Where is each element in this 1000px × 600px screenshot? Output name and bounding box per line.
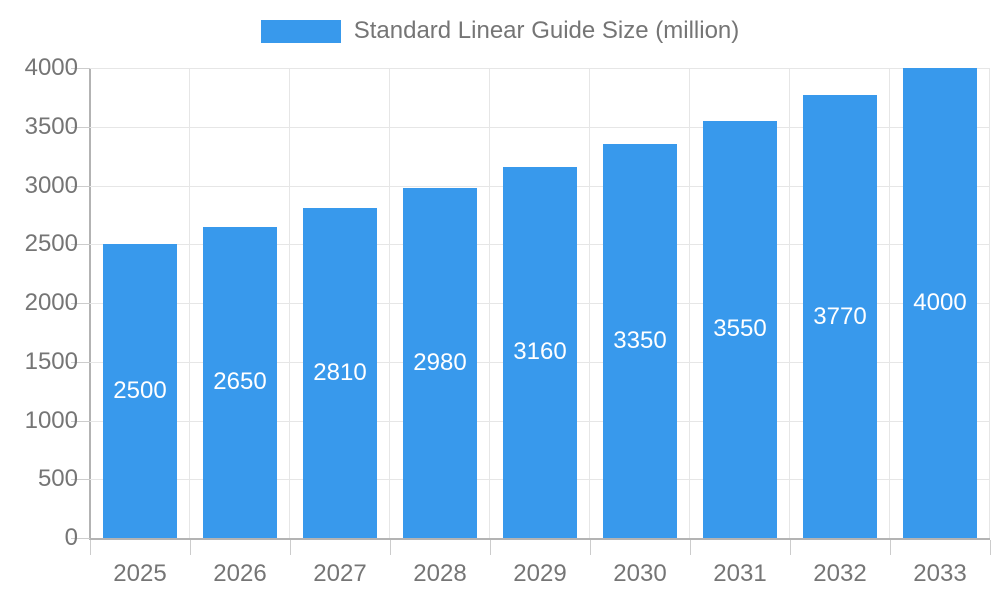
x-tick [190,540,191,555]
bar-value-label: 2980 [413,348,467,376]
legend-swatch-icon [260,19,341,43]
y-axis-tick-label: 4000 [24,54,78,81]
bar-2025: 2500 [103,244,177,538]
x-axis-tick-label: 2030 [613,560,667,587]
bar-value-label: 2650 [213,368,267,396]
legend: Standard Linear Guide Size (million) [0,18,1000,44]
x-tick [590,540,591,555]
y-tick [71,68,90,69]
y-tick [71,126,90,128]
bar-value-label: 3350 [613,327,667,355]
y-tick [71,185,90,187]
y-axis-tick-label: 0 [64,524,78,551]
x-axis-tick-label: 2028 [413,560,467,587]
x-axis-tick-label: 2026 [213,560,267,587]
y-axis-tick-label: 2500 [24,230,78,258]
y-gridline [90,126,990,128]
x-axis-tick-label: 2033 [913,560,967,587]
y-axis-tick-label: 3000 [24,171,78,199]
bar-2031: 3550 [703,120,777,538]
y-tick [71,244,90,246]
bar-2026: 2650 [203,226,277,538]
legend-label: Standard Linear Guide Size (million) [353,17,740,44]
x-tick [990,540,991,555]
y-tick [71,361,90,363]
y-axis-tick-label: 1000 [24,406,78,434]
x-gridline [689,68,690,538]
x-tick [790,540,791,555]
x-tick [90,540,91,555]
x-gridline [989,68,990,538]
y-axis-tick-label: 2000 [24,289,78,316]
y-axis-tick-label: 1500 [24,347,78,375]
x-tick [890,540,891,555]
x-gridline [489,68,490,538]
x-gridline [589,68,590,538]
x-gridline [389,68,390,538]
x-gridline [289,68,290,538]
y-tick [71,420,90,422]
y-tick [71,303,90,304]
plot-area: 2500 2650 2810 2980 3160 3350 3550 3770 4000 [90,68,990,538]
y-axis-tick-label: 3500 [24,112,78,140]
bar-2030: 3350 [603,144,677,538]
y-axis-tick-label: 500 [37,465,78,493]
bar-2027: 2810 [303,207,377,538]
x-axis-tick-label: 2031 [713,560,767,587]
y-gridline [90,68,990,69]
bar-value-label: 2810 [313,358,367,386]
bar-value-label: 2500 [113,377,167,405]
bar-2032: 3770 [803,95,877,538]
bar-2028: 2980 [403,187,477,538]
bar-2029: 3160 [503,166,577,538]
bar-2033: 4000 [903,68,977,538]
bar-value-label: 4000 [913,289,967,316]
x-tick [390,540,391,555]
x-axis-tick-label: 2025 [113,560,167,587]
x-gridline [189,68,190,538]
x-tick [690,540,691,555]
bar-value-label: 3770 [813,302,867,330]
x-axis-tick-label: 2029 [513,560,567,587]
x-axis-line [89,538,990,540]
x-gridline [789,68,790,538]
y-tick [71,479,90,481]
x-axis-tick-label: 2027 [313,560,367,587]
x-tick [290,540,291,555]
y-axis-line [89,68,91,540]
bar-value-label: 3550 [713,315,767,343]
y-tick [71,538,90,539]
x-tick [490,540,491,555]
x-gridline [889,68,890,538]
bar-value-label: 3160 [513,338,567,366]
x-axis-tick-label: 2032 [813,560,867,587]
